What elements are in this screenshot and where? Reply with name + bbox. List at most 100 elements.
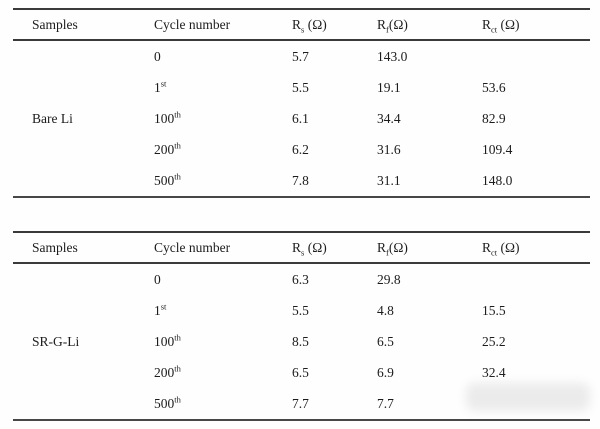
header-cycle-number: Cycle number xyxy=(154,16,231,32)
header-rf: Rf(Ω) xyxy=(377,239,482,258)
rct-value: 53.6 xyxy=(482,79,506,95)
rf-value: 29.8 xyxy=(377,271,401,287)
table-row: 0 6.3 29.8 xyxy=(13,264,590,295)
rf-subscript: f xyxy=(386,24,389,35)
cycle-ordinal-suffix: th xyxy=(174,171,181,181)
cycle-number: 500 xyxy=(154,172,175,188)
rs-value: 7.7 xyxy=(292,395,309,411)
header-rs: Rs (Ω) xyxy=(292,16,377,35)
rs-value: 5.5 xyxy=(292,79,309,95)
table-row: 1st 5.5 4.8 15.5 xyxy=(13,295,590,326)
cycle-ordinal-suffix: th xyxy=(174,363,181,373)
rct-symbol: R xyxy=(482,239,492,255)
rct-value: 82.9 xyxy=(482,110,506,126)
rf-value: 7.7 xyxy=(377,395,394,411)
rf-value: 6.9 xyxy=(377,364,394,380)
rf-value: 6.5 xyxy=(377,333,394,349)
blurred-watermark xyxy=(466,383,590,411)
rct-value: 25.2 xyxy=(482,333,506,349)
cycle-ordinal-suffix: st xyxy=(160,78,167,88)
rf-unit: (Ω) xyxy=(388,16,408,32)
table-row: 1st 5.5 19.1 53.6 xyxy=(13,72,590,103)
rf-value: 34.4 xyxy=(377,110,401,126)
cycle-number: 100 xyxy=(154,333,175,349)
cycle-ordinal-suffix: th xyxy=(174,332,181,342)
cycle-cell: 0 xyxy=(154,272,292,288)
sample-label: Bare Li xyxy=(32,110,73,126)
cycle-cell: 100th xyxy=(154,109,292,127)
rf-value: 19.1 xyxy=(377,79,401,95)
cycle-cell: 200th xyxy=(154,140,292,158)
rf-value: 143.0 xyxy=(377,48,408,64)
header-rct: Rct (Ω) xyxy=(482,239,590,258)
rs-value: 5.5 xyxy=(292,302,309,318)
rs-subscript: s xyxy=(301,24,305,35)
cycle-ordinal-suffix: th xyxy=(174,394,181,404)
table-row: Bare Li 100th 6.1 34.4 82.9 xyxy=(13,103,590,134)
cycle-number: 100 xyxy=(154,110,175,126)
table-row: 0 5.7 143.0 xyxy=(13,41,590,72)
cycle-ordinal-suffix: th xyxy=(174,109,181,119)
table-row: 500th 7.8 31.1 148.0 xyxy=(13,165,590,196)
cycle-cell: 500th xyxy=(154,394,292,412)
table-row: 200th 6.5 6.9 32.4 xyxy=(13,357,590,388)
cycle-number: 0 xyxy=(154,271,161,287)
cycle-ordinal-suffix: st xyxy=(160,301,167,311)
rct-unit: (Ω) xyxy=(497,16,520,32)
rf-symbol: R xyxy=(377,239,387,255)
cycle-number: 200 xyxy=(154,364,175,380)
table-sr-g-li: Samples Cycle number Rs (Ω) Rf(Ω) Rct (Ω… xyxy=(13,231,590,421)
rct-value: 148.0 xyxy=(482,172,513,188)
rs-symbol: R xyxy=(292,16,302,32)
header-cycle-number: Cycle number xyxy=(154,239,231,255)
rct-subscript: ct xyxy=(491,247,498,258)
rs-unit: (Ω) xyxy=(304,239,327,255)
rf-value: 4.8 xyxy=(377,302,394,318)
table-bare-li: Samples Cycle number Rs (Ω) Rf(Ω) Rct (Ω… xyxy=(13,8,590,198)
rs-value: 7.8 xyxy=(292,172,309,188)
cycle-cell: 500th xyxy=(154,171,292,189)
rct-subscript: ct xyxy=(491,24,498,35)
rs-subscript: s xyxy=(301,247,305,258)
sample-label: SR-G-Li xyxy=(32,333,80,349)
table-row: SR-G-Li 100th 8.5 6.5 25.2 xyxy=(13,326,590,357)
rf-value: 31.6 xyxy=(377,141,401,157)
rct-value: 15.5 xyxy=(482,302,506,318)
rf-unit: (Ω) xyxy=(388,239,408,255)
rs-unit: (Ω) xyxy=(304,16,327,32)
cycle-ordinal-suffix: th xyxy=(174,140,181,150)
table-header-row: Samples Cycle number Rs (Ω) Rf(Ω) Rct (Ω… xyxy=(13,10,590,41)
rct-unit: (Ω) xyxy=(497,239,520,255)
rs-symbol: R xyxy=(292,239,302,255)
rct-value: 32.4 xyxy=(482,364,506,380)
rct-value: 109.4 xyxy=(482,141,513,157)
rs-value: 8.5 xyxy=(292,333,309,349)
cycle-cell: 1st xyxy=(154,78,292,96)
rs-value: 6.5 xyxy=(292,364,309,380)
rct-symbol: R xyxy=(482,16,492,32)
rs-value: 5.7 xyxy=(292,48,309,64)
cycle-number: 500 xyxy=(154,395,175,411)
header-samples: Samples xyxy=(32,16,78,32)
cycle-number: 0 xyxy=(154,48,161,64)
header-rct: Rct (Ω) xyxy=(482,16,590,35)
rf-subscript: f xyxy=(386,247,389,258)
cycle-number: 1 xyxy=(154,79,161,95)
cycle-cell: 100th xyxy=(154,332,292,350)
header-samples: Samples xyxy=(32,239,78,255)
rf-value: 31.1 xyxy=(377,172,401,188)
header-rs: Rs (Ω) xyxy=(292,239,377,258)
table-row: 200th 6.2 31.6 109.4 xyxy=(13,134,590,165)
cycle-cell: 0 xyxy=(154,49,292,65)
rs-value: 6.1 xyxy=(292,110,309,126)
cycle-number: 200 xyxy=(154,141,175,157)
table-row: 500th 7.7 7.7 xyxy=(13,388,590,419)
table-header-row: Samples Cycle number Rs (Ω) Rf(Ω) Rct (Ω… xyxy=(13,233,590,264)
cycle-cell: 200th xyxy=(154,363,292,381)
cycle-cell: 1st xyxy=(154,301,292,319)
rf-symbol: R xyxy=(377,16,387,32)
header-rf: Rf(Ω) xyxy=(377,16,482,35)
rs-value: 6.2 xyxy=(292,141,309,157)
rs-value: 6.3 xyxy=(292,271,309,287)
